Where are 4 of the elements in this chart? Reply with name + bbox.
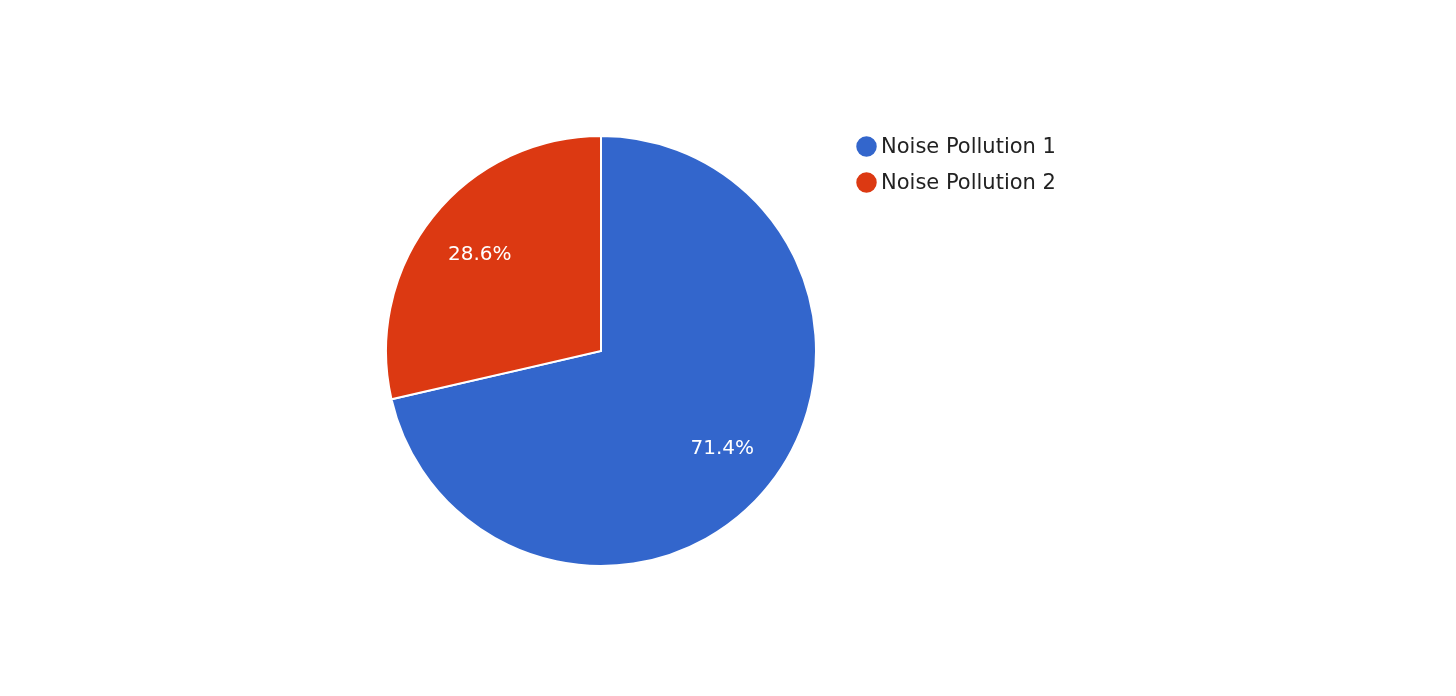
data-label: 71.4% [690,434,755,459]
legend-label: Noise Pollution 1 [881,133,1056,158]
legend-label: Noise Pollution 2 [881,169,1056,194]
data-label: 28.6% [447,241,512,266]
